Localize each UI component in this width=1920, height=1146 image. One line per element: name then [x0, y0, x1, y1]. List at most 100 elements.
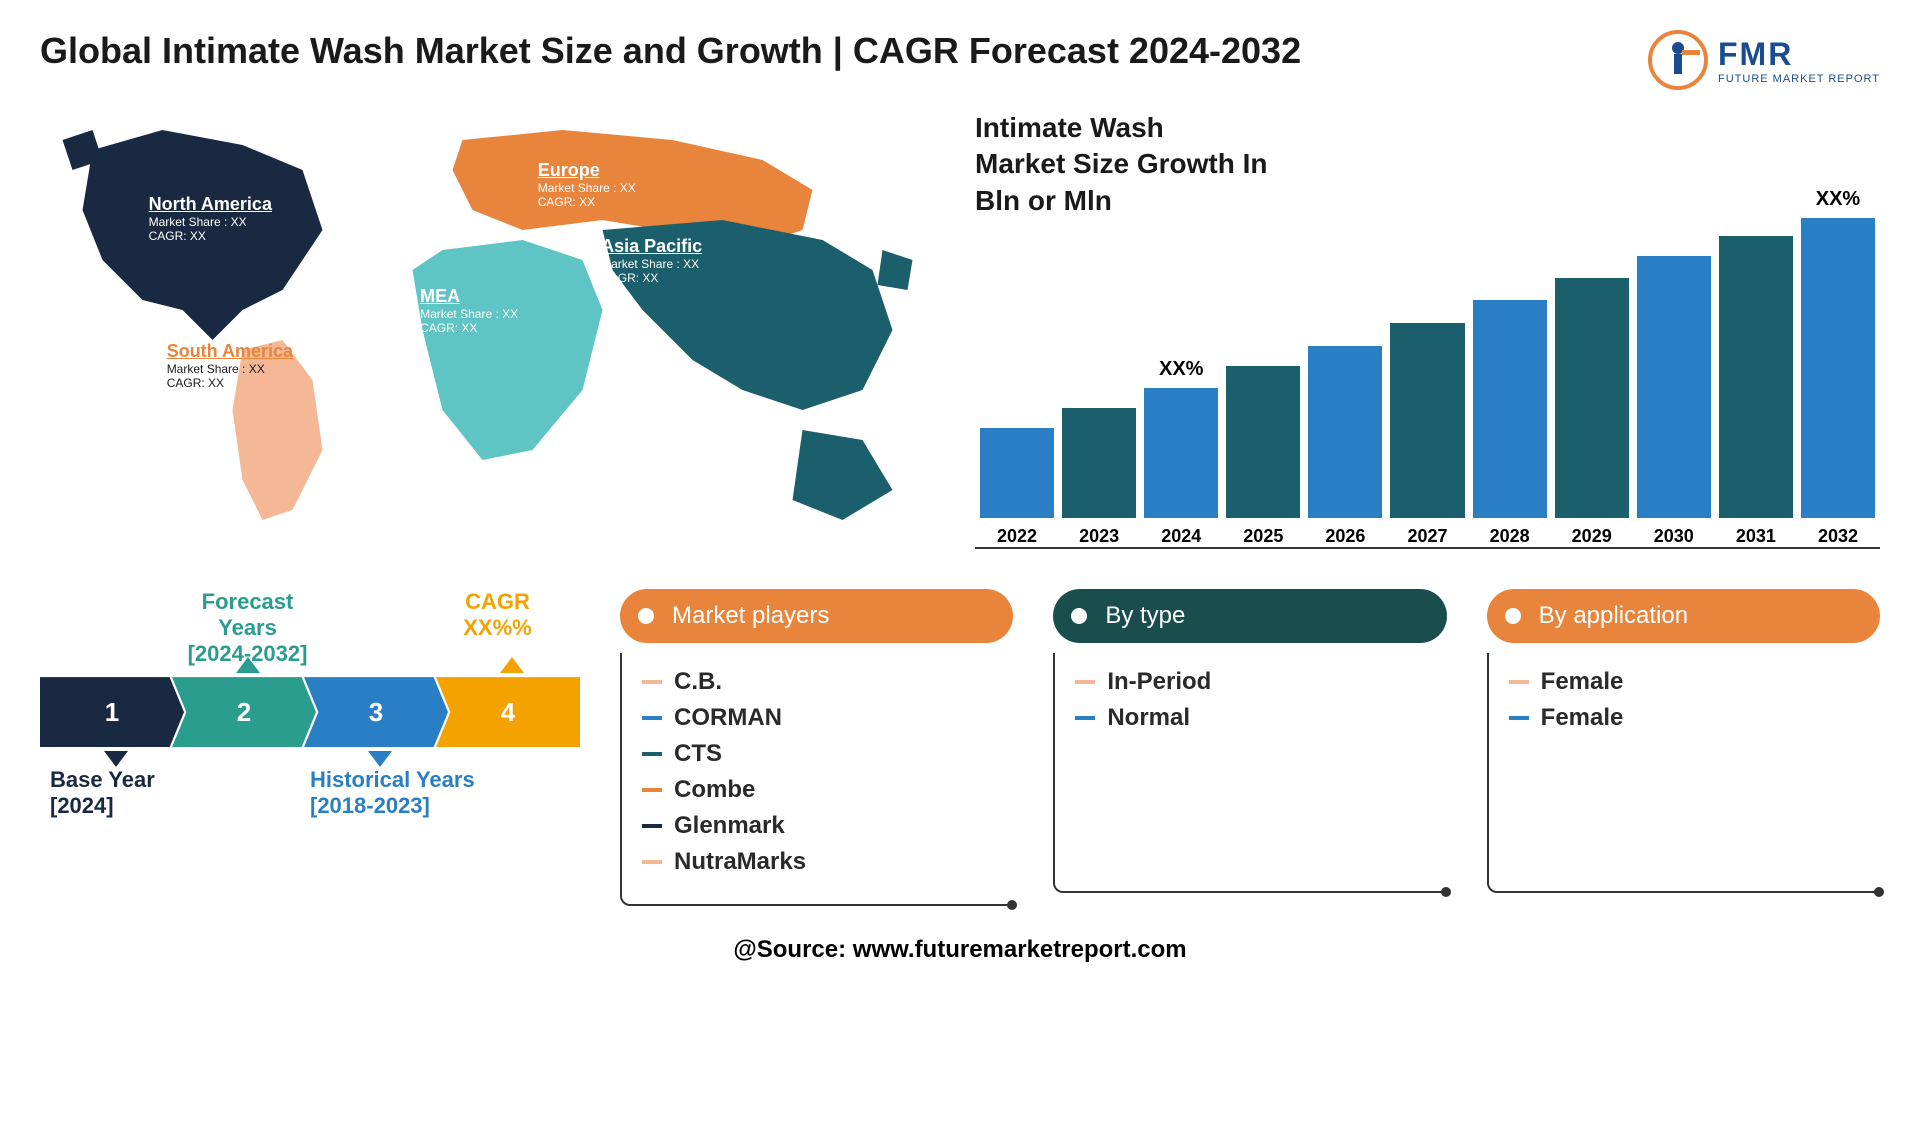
- logo: FMR FUTURE MARKET REPORT: [1648, 30, 1880, 90]
- category-item: CORMAN: [642, 704, 1003, 732]
- category-by-application: By application Female Female: [1487, 589, 1880, 893]
- bar-year-label: 2025: [1243, 526, 1283, 547]
- tick-icon: [642, 680, 662, 684]
- arrow-up-icon: [236, 657, 260, 673]
- dot-icon: [638, 608, 654, 624]
- timeline-bar: 1 2 34: [40, 677, 580, 747]
- region-share: Market Share : XX: [167, 362, 293, 376]
- category-item: Female: [1509, 704, 1870, 732]
- dot-icon: [1071, 608, 1087, 624]
- item-label: Normal: [1107, 704, 1190, 732]
- cagr-text: CAGR: [435, 589, 560, 615]
- base-text: Base Year: [50, 767, 180, 793]
- bar-wrapper: XX%2032: [1801, 218, 1875, 547]
- item-label: Female: [1541, 668, 1624, 696]
- category-header: By type: [1053, 589, 1446, 643]
- bar-year-label: 2028: [1490, 526, 1530, 547]
- bar: [1555, 278, 1629, 518]
- cagr-label: CAGR XX%%: [435, 589, 560, 667]
- item-label: Female: [1541, 704, 1624, 732]
- logo-sub: FUTURE MARKET REPORT: [1718, 73, 1880, 85]
- bar-year-label: 2031: [1736, 526, 1776, 547]
- bar-year-label: 2027: [1407, 526, 1447, 547]
- bar-wrapper: 2023: [1062, 408, 1136, 547]
- bar-year-label: 2022: [997, 526, 1037, 547]
- bar-year-label: 2024: [1161, 526, 1201, 547]
- timeline-segment: 2: [172, 677, 316, 747]
- category-body: C.B.CORMANCTSCombeGlenmarkNutraMarks: [620, 653, 1013, 906]
- region-cagr: CAGR: XX: [538, 195, 636, 209]
- region-title: Asia Pacific: [601, 236, 702, 257]
- bar: [1473, 300, 1547, 518]
- bar: [1308, 346, 1382, 518]
- tick-icon: [1509, 680, 1529, 684]
- timeline-segment: 1: [40, 677, 184, 747]
- bar-wrapper: XX%2024: [1144, 388, 1218, 547]
- hist-text: Historical Years: [310, 767, 492, 793]
- segment-number: 1: [105, 697, 119, 728]
- tick-icon: [642, 752, 662, 756]
- timeline: Forecast Years [2024-2032] CAGR XX%% 1 2 3…: [40, 589, 580, 819]
- arrow-down-icon: [368, 751, 392, 767]
- region-title: MEA: [420, 286, 518, 307]
- forecast-label: Forecast Years [2024-2032]: [185, 589, 310, 667]
- bar-year-label: 2026: [1325, 526, 1365, 547]
- forecast-text: Forecast Years: [185, 589, 310, 641]
- tick-icon: [1075, 716, 1095, 720]
- region-north-america: North America Market Share : XX CAGR: XX: [149, 194, 272, 243]
- bar-wrapper: 2030: [1637, 256, 1711, 547]
- region-share: Market Share : XX: [538, 181, 636, 195]
- timeline-segment: 4: [436, 677, 580, 747]
- bar: [1062, 408, 1136, 518]
- base-label: Base Year [2024]: [50, 767, 180, 819]
- region-title: South America: [167, 341, 293, 362]
- item-label: In-Period: [1107, 668, 1211, 696]
- region-title: North America: [149, 194, 272, 215]
- segment-number: 2: [237, 697, 251, 728]
- category-item: CTS: [642, 740, 1003, 768]
- bar-wrapper: 2027: [1390, 323, 1464, 547]
- category-item: C.B.: [642, 668, 1003, 696]
- bar-chart-area: Intimate WashMarket Size Growth InBln or…: [975, 110, 1880, 549]
- bar: [1144, 388, 1218, 518]
- category-item: Female: [1509, 668, 1870, 696]
- region-south-america: South America Market Share : XX CAGR: XX: [167, 341, 293, 390]
- bar-year-label: 2029: [1572, 526, 1612, 547]
- bar-chart: 2022 2023XX%2024 2025 2026 2027 2028 2029 2030 2…: [975, 229, 1880, 549]
- bar-year-label: 2032: [1818, 526, 1858, 547]
- item-label: Glenmark: [674, 812, 785, 840]
- timeline-top-labels: Forecast Years [2024-2032] CAGR XX%%: [40, 589, 580, 667]
- category-item: Glenmark: [642, 812, 1003, 840]
- region-share: Market Share : XX: [149, 215, 272, 229]
- bar: [1801, 218, 1875, 518]
- category-by-type: By type In-Period Normal: [1053, 589, 1446, 893]
- category-market-players: Market players C.B.CORMANCTSCombeGlenmar…: [620, 589, 1013, 906]
- hist-label: Historical Years [2018-2023]: [310, 767, 492, 819]
- category-header: By application: [1487, 589, 1880, 643]
- category-item: In-Period: [1075, 668, 1436, 696]
- top-section: North America Market Share : XX CAGR: XX…: [40, 110, 1880, 549]
- category-title: Market players: [672, 602, 829, 630]
- base-value: [2024]: [50, 793, 180, 819]
- tick-icon: [642, 824, 662, 828]
- chart-title: Intimate WashMarket Size Growth InBln or…: [975, 110, 1880, 219]
- tick-icon: [642, 860, 662, 864]
- item-label: C.B.: [674, 668, 722, 696]
- category-title: By application: [1539, 602, 1688, 630]
- region-cagr: CAGR: XX: [167, 376, 293, 390]
- bar-year-label: 2030: [1654, 526, 1694, 547]
- bar: [1226, 366, 1300, 518]
- bar: [1390, 323, 1464, 518]
- timeline-segment: 3: [304, 677, 448, 747]
- tick-icon: [642, 788, 662, 792]
- region-cagr: CAGR: XX: [149, 229, 272, 243]
- region-share: Market Share : XX: [420, 307, 518, 321]
- category-title: By type: [1105, 602, 1185, 630]
- region-title: Europe: [538, 160, 636, 181]
- bar-wrapper: 2029: [1555, 278, 1629, 547]
- logo-icon: [1648, 30, 1708, 90]
- cagr-value: XX%%: [435, 615, 560, 641]
- bar: [1719, 236, 1793, 518]
- arrow-down-icon: [104, 751, 128, 767]
- region-asia-pacific: Asia Pacific Market Share : XX CAGR: XX: [601, 236, 702, 285]
